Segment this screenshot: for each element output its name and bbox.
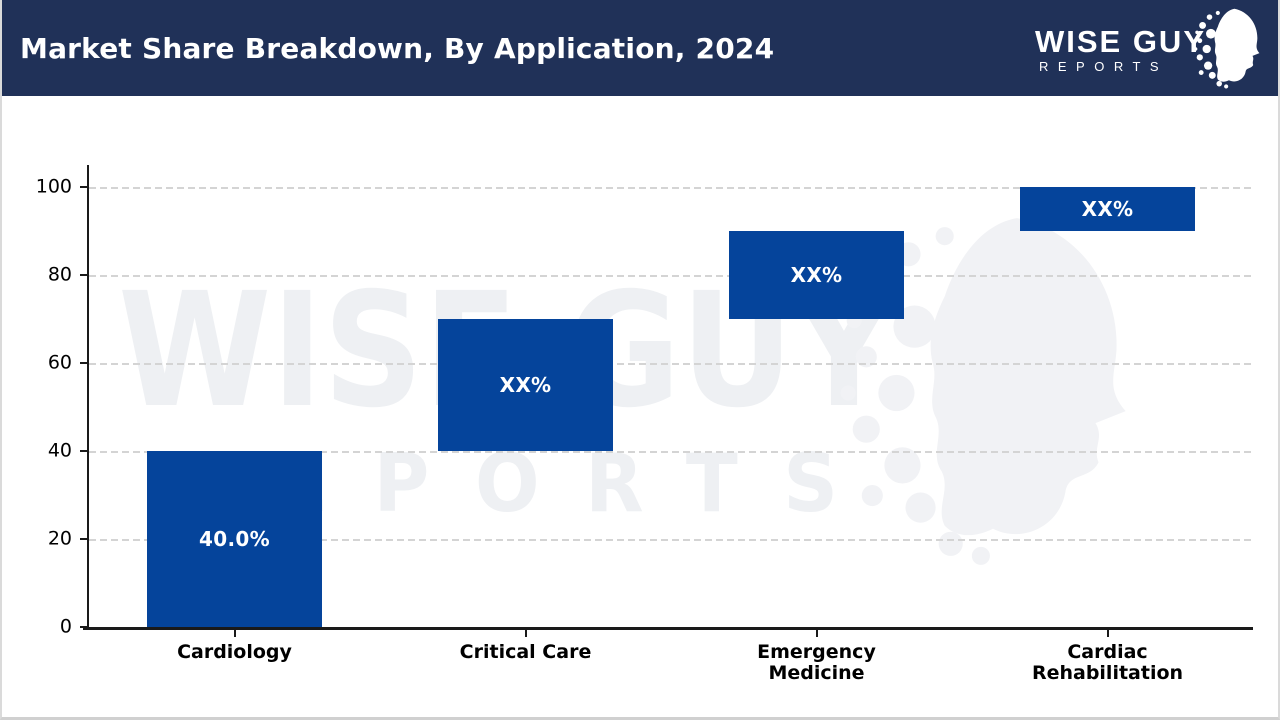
y-tick-mark [80, 362, 87, 364]
bar-emergency-medicine: XX% [729, 231, 904, 319]
wiseguy-logo-text: WISE GUY REPORTS [1035, 26, 1206, 73]
bar-value-label: XX% [790, 263, 843, 287]
x-tick-mark [815, 629, 818, 637]
bar-value-label: XX% [1081, 197, 1134, 221]
bar-critical-care: XX% [438, 318, 613, 451]
gridline-60 [89, 363, 1253, 365]
y-tick-label: 0 [59, 615, 72, 638]
y-tick-mark [80, 274, 87, 276]
y-tick-label: 60 [47, 351, 72, 374]
wiseguy-head-icon [1193, 8, 1260, 89]
gridline-80 [89, 275, 1253, 277]
category-label: Cardiology [177, 641, 292, 663]
bar-value-label: 40.0% [199, 527, 270, 551]
y-tick-mark [80, 626, 87, 628]
gridline-20 [89, 539, 1253, 541]
wiseguy-logo: WISE GUY REPORTS [1035, 6, 1270, 92]
y-tick-label: 20 [47, 527, 72, 550]
y-tick-mark [80, 538, 87, 540]
y-axis-line [87, 165, 89, 629]
logo-wiseguy-label: WISE GUY [1034, 23, 1206, 59]
y-tick-mark [80, 450, 87, 452]
y-tick-mark [80, 186, 87, 188]
gridline-100 [89, 187, 1253, 189]
category-label: Critical Care [459, 641, 592, 663]
bar-cardiac-rehabilitation: XX% [1020, 187, 1195, 231]
category-label: Cardiac Rehabilitation [1031, 641, 1184, 684]
y-tick-label: 40 [47, 439, 72, 462]
x-tick-mark [524, 629, 527, 637]
y-tick-label: 80 [47, 263, 72, 286]
y-tick-label: 100 [35, 175, 72, 198]
category-label: Emergency Medicine [757, 641, 876, 684]
gridline-40 [89, 451, 1253, 453]
bar-value-label: XX% [499, 372, 552, 397]
bar-cardiology: 40.0% [147, 451, 322, 627]
header-bar: Market Share Breakdown, By Application, … [0, 0, 1280, 96]
plot-area: 0 20 40 60 80 100 40.0% Cardiology XX% Critical C… [36, 165, 1253, 684]
x-axis-line [83, 627, 1253, 630]
x-tick-mark [233, 629, 236, 637]
page-title: Market Share Breakdown, By Application, … [20, 31, 775, 65]
x-tick-mark [1106, 629, 1109, 637]
logo-reports-label: REPORTS [1038, 58, 1169, 74]
